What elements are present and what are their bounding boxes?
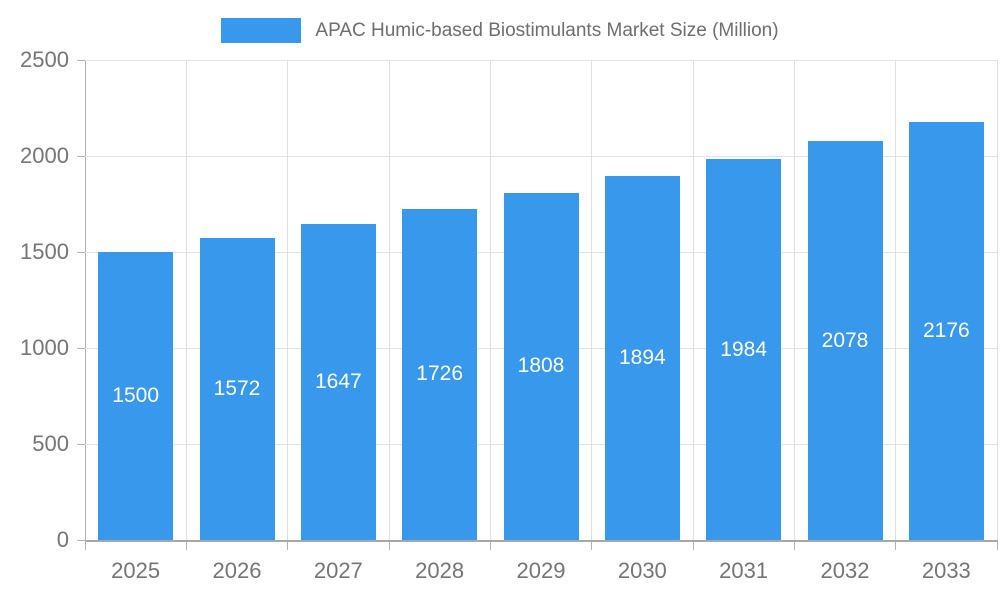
legend-swatch (221, 18, 302, 43)
bar-2033[interactable]: 2176 (908, 122, 984, 540)
bar-2026[interactable]: 1572 (199, 238, 275, 540)
y-axis-tick (77, 443, 85, 445)
bar-value-label: 1647 (314, 369, 362, 393)
y-axis-tick (77, 59, 85, 61)
bar-2029[interactable]: 1808 (503, 192, 579, 540)
y-axis-tick (77, 251, 85, 253)
y-axis-tick-label: 500 (32, 431, 69, 456)
x-axis-tick (489, 542, 491, 550)
x-axis-tick-label: 2032 (820, 558, 870, 583)
gridline-vertical (793, 60, 795, 540)
y-axis-tick (77, 155, 85, 157)
bar-2028[interactable]: 1726 (402, 208, 478, 540)
bar-value-label: 1894 (618, 346, 666, 370)
legend-item[interactable]: APAC Humic-based Biostimulants Market Si… (0, 18, 1000, 43)
x-axis-tick (591, 542, 593, 550)
x-axis-tick (287, 542, 289, 550)
x-axis-tick-label: 2029 (516, 558, 566, 583)
y-axis-tick-label: 2500 (20, 47, 69, 72)
bar-value-label: 1984 (720, 337, 768, 361)
x-axis-tick-label: 2030 (617, 558, 667, 583)
x-axis-tick-label: 2027 (313, 558, 363, 583)
plot-area (85, 60, 998, 542)
gridline-vertical (489, 60, 491, 540)
gridline-horizontal (85, 155, 997, 157)
gridline-vertical (185, 60, 187, 540)
legend-label: APAC Humic-based Biostimulants Market Si… (315, 19, 779, 41)
x-axis-tick (185, 542, 187, 550)
bar-value-label: 2078 (821, 328, 869, 352)
x-axis-tick (793, 542, 795, 550)
y-axis-tick (77, 347, 85, 349)
y-axis-tick-label: 1500 (20, 239, 69, 264)
bar-value-label: 1500 (112, 384, 160, 407)
x-axis-tick (388, 542, 390, 550)
bar-value-label: 2176 (922, 319, 970, 343)
bar-value-label: 1726 (416, 362, 464, 386)
y-axis-tick-label: 1000 (20, 335, 69, 360)
bar-2027[interactable]: 1647 (300, 223, 376, 540)
x-axis-tick-label: 2026 (212, 558, 262, 583)
gridline-horizontal (85, 59, 997, 61)
gridline-vertical (591, 60, 593, 540)
gridline-vertical (388, 60, 390, 540)
bar-2032[interactable]: 2078 (807, 141, 883, 540)
x-axis-tick (84, 542, 86, 550)
gridline-vertical (287, 60, 289, 540)
x-axis-tick-label: 2033 (921, 558, 971, 583)
bar-2025[interactable]: 1500 (98, 252, 174, 540)
gridline-vertical (895, 60, 897, 540)
x-axis-tick (895, 542, 897, 550)
bar-2031[interactable]: 1984 (706, 159, 782, 540)
gridline-vertical (692, 60, 694, 540)
y-axis-tick-label: 0 (56, 527, 69, 552)
bar-value-label: 1808 (517, 354, 565, 378)
y-axis-tick-label: 2000 (20, 143, 69, 168)
gridline-vertical (996, 60, 998, 540)
bar-2030[interactable]: 1894 (604, 176, 680, 540)
x-axis-tick-label: 2025 (111, 558, 161, 583)
x-axis-tick (692, 542, 694, 550)
x-axis-tick-label: 2028 (415, 558, 465, 583)
x-axis-tick (996, 542, 998, 550)
bar-value-label: 1572 (213, 377, 261, 401)
y-axis-tick (77, 539, 85, 541)
x-axis-tick-label: 2031 (719, 558, 769, 583)
